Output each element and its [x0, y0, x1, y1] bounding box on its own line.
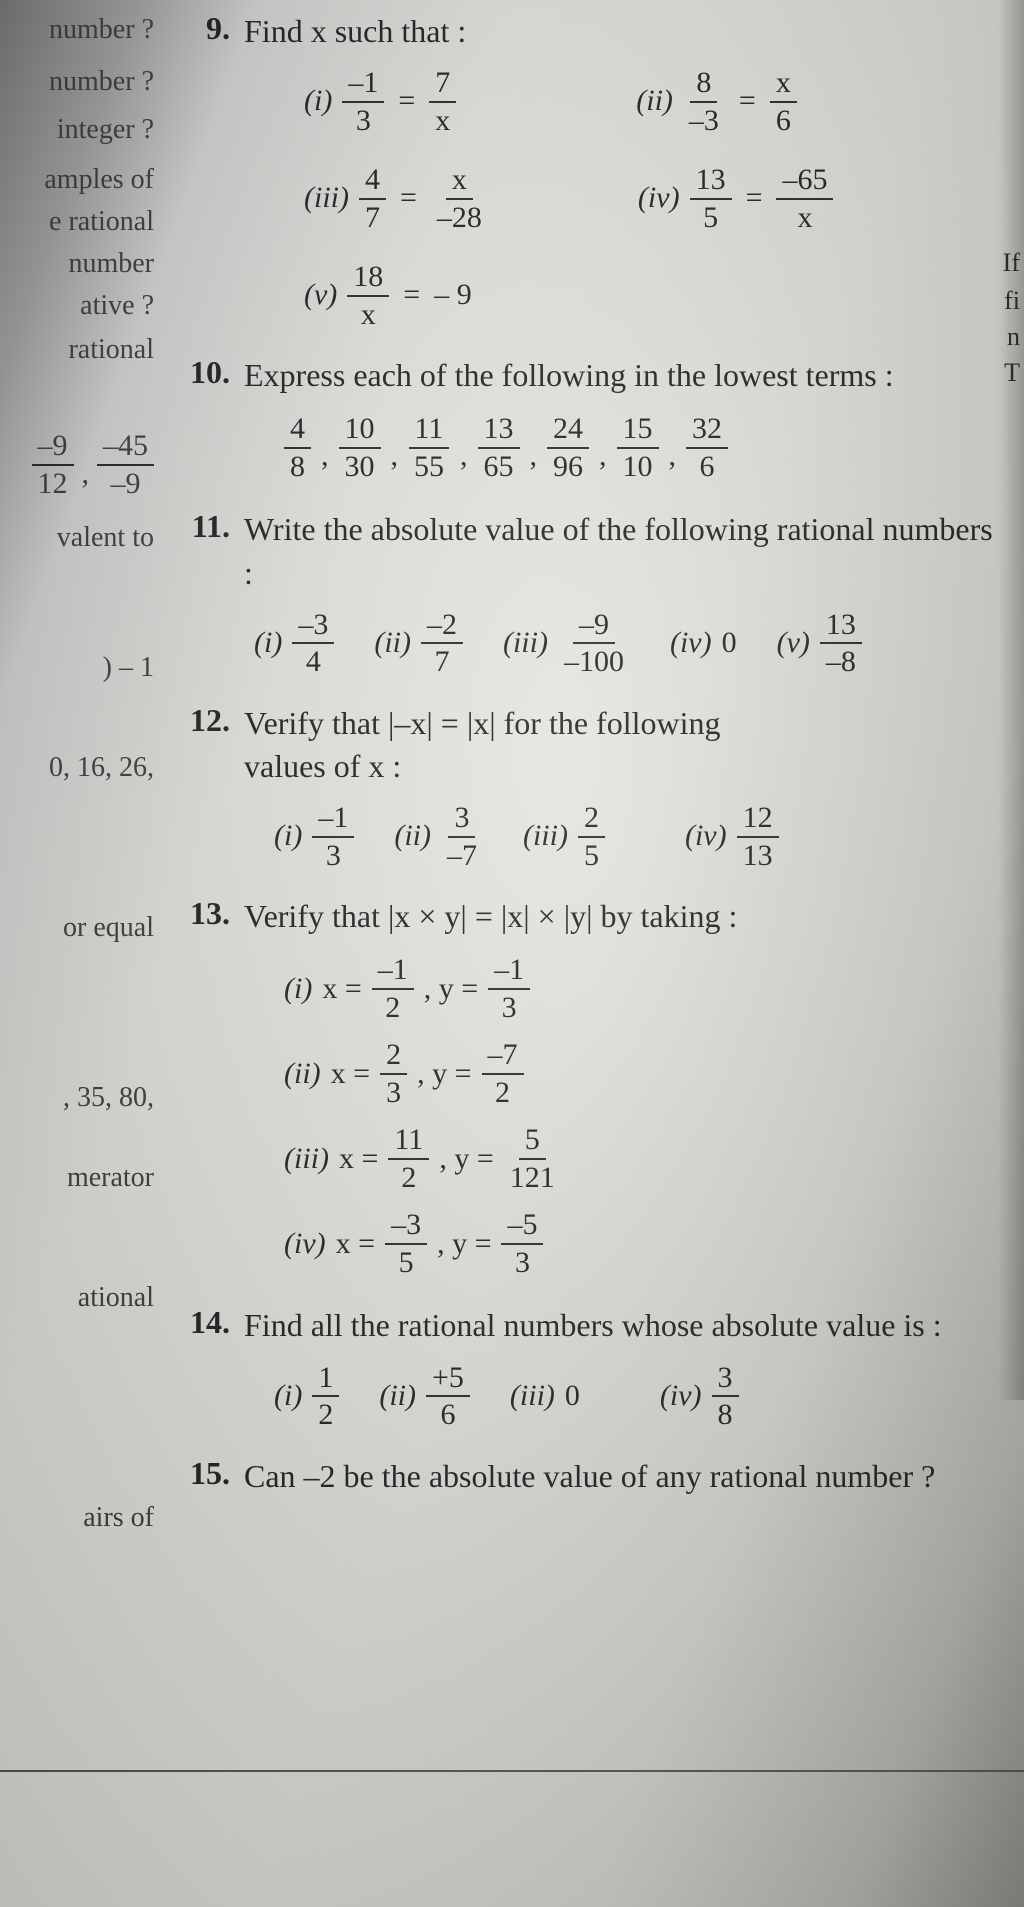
left-frag: ational: [78, 1280, 154, 1316]
left-frag: airs of: [83, 1500, 154, 1536]
q12-part-ii: (ii)3–7: [394, 802, 483, 871]
question-number: 9.: [170, 10, 244, 47]
left-frag: integer ?: [57, 112, 154, 148]
right-frag: If: [1003, 248, 1020, 278]
left-frag: e rational: [49, 204, 154, 240]
horizontal-rule: [0, 1770, 1024, 1772]
question-15: 15. Can –2 be the absolute value of any …: [170, 1455, 1000, 1498]
question-11: 11. Write the absolute value of the foll…: [170, 508, 1000, 691]
question-number: 10.: [170, 354, 244, 391]
q9-part-i: (i) –13 = 7x: [304, 67, 456, 136]
q14-part-i: (i)12: [274, 1362, 339, 1431]
left-frag: ) – 1: [103, 650, 154, 686]
question-12: 12. Verify that |–x| = |x| for the follo…: [170, 702, 1000, 885]
question-number: 12.: [170, 702, 244, 739]
q9-part-iii: (iii) 47 = x–28: [304, 164, 488, 233]
q11-part-ii: (ii)–27: [374, 609, 463, 678]
left-frag: ative ?: [80, 288, 154, 324]
left-frag: , 35, 80,: [63, 1080, 154, 1116]
question-text: Express each of the following in the low…: [244, 357, 894, 393]
q13-part-iii: (iii) x = 112 , y = 5121: [284, 1124, 1000, 1193]
q9-part-iv: (iv) 135 = –65x: [638, 164, 834, 233]
question-text: Can –2 be the absolute value of any rati…: [244, 1458, 935, 1494]
left-frag: rational: [68, 332, 154, 368]
left-frac-pair: –912 , –45–9: [32, 430, 155, 499]
right-frag: n: [1007, 322, 1020, 352]
q14-part-ii: (ii)+56: [379, 1362, 470, 1431]
left-frag: number: [68, 246, 154, 282]
question-13: 13. Verify that |x × y| = |x| × |y| by t…: [170, 895, 1000, 1294]
q9-part-ii: (ii) 8–3 = x6: [636, 67, 797, 136]
left-frag: merator: [67, 1160, 154, 1196]
q14-part-iii: (iii)0: [510, 1376, 580, 1417]
question-text: values of x :: [244, 748, 401, 784]
q12-part-iv: (iv)1213: [685, 802, 779, 871]
question-number: 11.: [170, 508, 244, 545]
question-number: 15.: [170, 1455, 244, 1492]
question-text: Verify that |–x| = |x| for the following: [244, 705, 720, 741]
left-frag: valent to: [57, 520, 154, 556]
q10-fractions: 48, 1030, 1155, 1365, 2496, 1510, 326: [284, 413, 1000, 482]
q9-part-v: (v) 18x = – 9: [304, 261, 472, 330]
left-frag: number ?: [49, 12, 154, 48]
question-text: Find x such that :: [244, 13, 466, 49]
right-frag: T: [1004, 358, 1020, 388]
q13-part-ii: (ii) x = 23 , y = –72: [284, 1039, 1000, 1108]
main-column: 9. Find x such that : (i) –13 = 7x (ii) …: [170, 10, 1000, 1508]
question-number: 14.: [170, 1304, 244, 1341]
left-frag: amples of: [44, 162, 154, 198]
question-10: 10. Express each of the following in the…: [170, 354, 1000, 498]
q11-part-v: (v)13–8: [777, 609, 862, 678]
left-frag: or equal: [63, 910, 154, 946]
q13-part-i: (i) x = –12 , y = –13: [284, 954, 1000, 1023]
q12-part-i: (i)–13: [274, 802, 354, 871]
left-margin-fragments: number ? number ? integer ? amples of e …: [0, 0, 160, 1907]
question-number: 13.: [170, 895, 244, 932]
question-text: Find all the rational numbers whose abso…: [244, 1307, 942, 1343]
right-frag: fi: [1004, 286, 1020, 316]
q11-part-iii: (iii)–9–100: [503, 609, 630, 678]
q12-part-iii: (iii)25: [523, 802, 605, 871]
question-text: Write the absolute value of the followin…: [244, 511, 993, 590]
page-gutter-shadow: [998, 0, 1024, 1400]
question-9: 9. Find x such that : (i) –13 = 7x (ii) …: [170, 10, 1000, 344]
q13-part-iv: (iv) x = –35 , y = –53: [284, 1209, 1000, 1278]
left-frag: number ?: [49, 64, 154, 100]
q11-part-i: (i)–34: [254, 609, 334, 678]
question-text: Verify that |x × y| = |x| × |y| by takin…: [244, 898, 737, 934]
page: { "colors": { "text": "#1a1a1a", "faded_…: [0, 0, 1024, 1907]
q11-part-iv: (iv)0: [670, 623, 737, 664]
question-14: 14. Find all the rational numbers whose …: [170, 1304, 1000, 1444]
q14-part-iv: (iv)38: [660, 1362, 739, 1431]
left-frag: 0, 16, 26,: [49, 750, 154, 786]
